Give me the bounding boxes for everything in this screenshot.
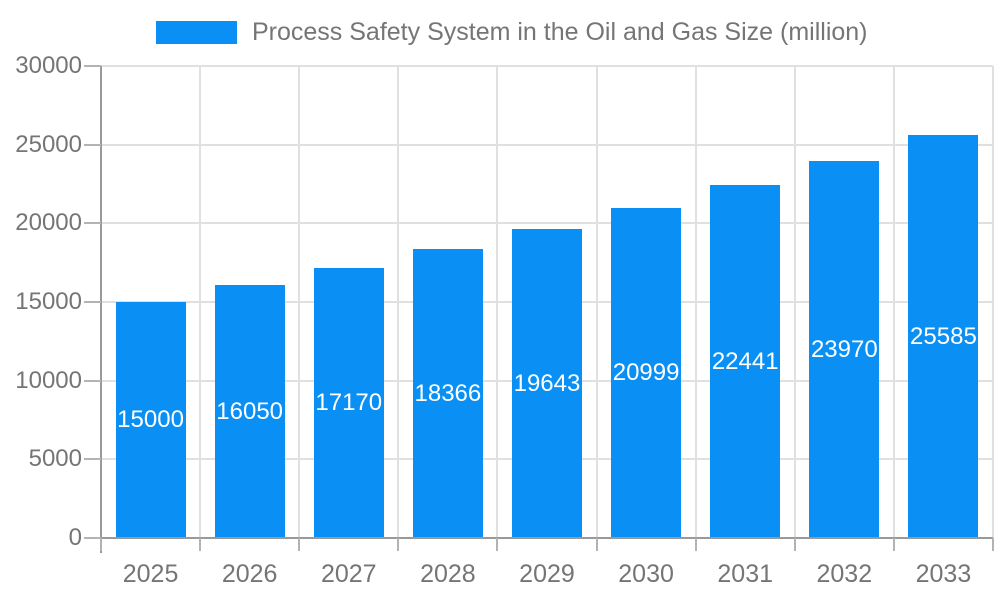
- y-tick-mark: [84, 537, 101, 539]
- x-axis-label: 2030: [618, 560, 674, 588]
- y-axis-label: 20000: [15, 209, 82, 237]
- bar-value-label: 15000: [117, 406, 184, 433]
- y-axis-label: 15000: [15, 288, 82, 315]
- x-axis-label: 2025: [122, 560, 179, 588]
- bar-value-label: 25585: [910, 322, 977, 350]
- gridline-vertical: [397, 66, 400, 538]
- gridline-horizontal: [101, 143, 993, 146]
- y-axis-label: 5000: [28, 445, 82, 473]
- x-axis-label: 2032: [816, 560, 873, 588]
- x-tick-mark: [397, 538, 400, 551]
- bar-value-label: 20999: [612, 359, 680, 386]
- x-tick-mark: [100, 538, 102, 551]
- y-tick-mark: [84, 222, 101, 225]
- bar[interactable]: [115, 302, 186, 538]
- x-axis-label: 2031: [717, 560, 774, 588]
- x-axis-label: 2027: [320, 560, 377, 588]
- gridline-horizontal: [101, 222, 993, 225]
- gridline-vertical: [496, 66, 499, 538]
- bar[interactable]: [313, 268, 384, 538]
- bar[interactable]: [412, 249, 483, 538]
- bar[interactable]: [809, 161, 880, 538]
- bar[interactable]: [710, 185, 781, 538]
- gridline-vertical: [992, 66, 994, 538]
- chart-legend[interactable]: Process Safety System in the Oil and Gas…: [156, 18, 868, 47]
- y-axis-label: 25000: [15, 130, 82, 158]
- y-axis-label: 10000: [15, 366, 82, 394]
- bar-value-label: 17170: [315, 389, 383, 416]
- x-tick-mark: [199, 538, 202, 551]
- gridline-vertical: [199, 66, 202, 538]
- x-tick-mark: [793, 538, 796, 551]
- x-tick-mark: [694, 538, 697, 551]
- x-axis-label: 2026: [221, 560, 278, 588]
- y-tick-mark: [84, 143, 101, 146]
- y-axis-label: 0: [68, 524, 82, 551]
- x-tick-mark: [595, 538, 598, 551]
- bar-value-label: 19643: [513, 369, 581, 397]
- gridline-vertical: [694, 66, 697, 538]
- gridline-vertical: [793, 66, 796, 538]
- bar[interactable]: [611, 208, 682, 538]
- y-axis-label: 30000: [15, 52, 82, 79]
- legend-swatch: [156, 21, 237, 44]
- x-tick-mark: [992, 538, 994, 551]
- bar[interactable]: [512, 229, 582, 538]
- plot-area: 15000 16050 17170 18366 19643 20999 22441 23970…: [101, 65, 994, 538]
- bar[interactable]: [908, 135, 979, 538]
- y-tick-mark: [84, 458, 101, 461]
- x-axis-label: 2028: [420, 560, 476, 588]
- y-axis-line: [100, 66, 102, 553]
- x-tick-mark: [496, 538, 499, 551]
- legend-label: Process Safety System in the Oil and Gas…: [252, 18, 868, 46]
- bar-value-label: 23970: [810, 335, 878, 363]
- x-axis-label: 2033: [915, 560, 972, 588]
- x-axis-label: 2029: [519, 560, 575, 588]
- y-tick-mark: [84, 65, 101, 67]
- bar-value-label: 16050: [216, 397, 284, 425]
- gridline-vertical: [595, 66, 598, 538]
- gridline-vertical: [892, 66, 895, 538]
- x-tick-mark: [892, 538, 895, 551]
- x-axis-line: [101, 537, 993, 539]
- bar-value-label: 22441: [711, 347, 779, 375]
- gridline-horizontal: [101, 65, 993, 67]
- y-tick-mark: [84, 301, 101, 303]
- x-tick-mark: [298, 538, 301, 551]
- bar[interactable]: [214, 285, 285, 538]
- gridline-vertical: [298, 66, 301, 538]
- bar-value-label: 18366: [414, 379, 482, 407]
- y-tick-mark: [84, 379, 101, 382]
